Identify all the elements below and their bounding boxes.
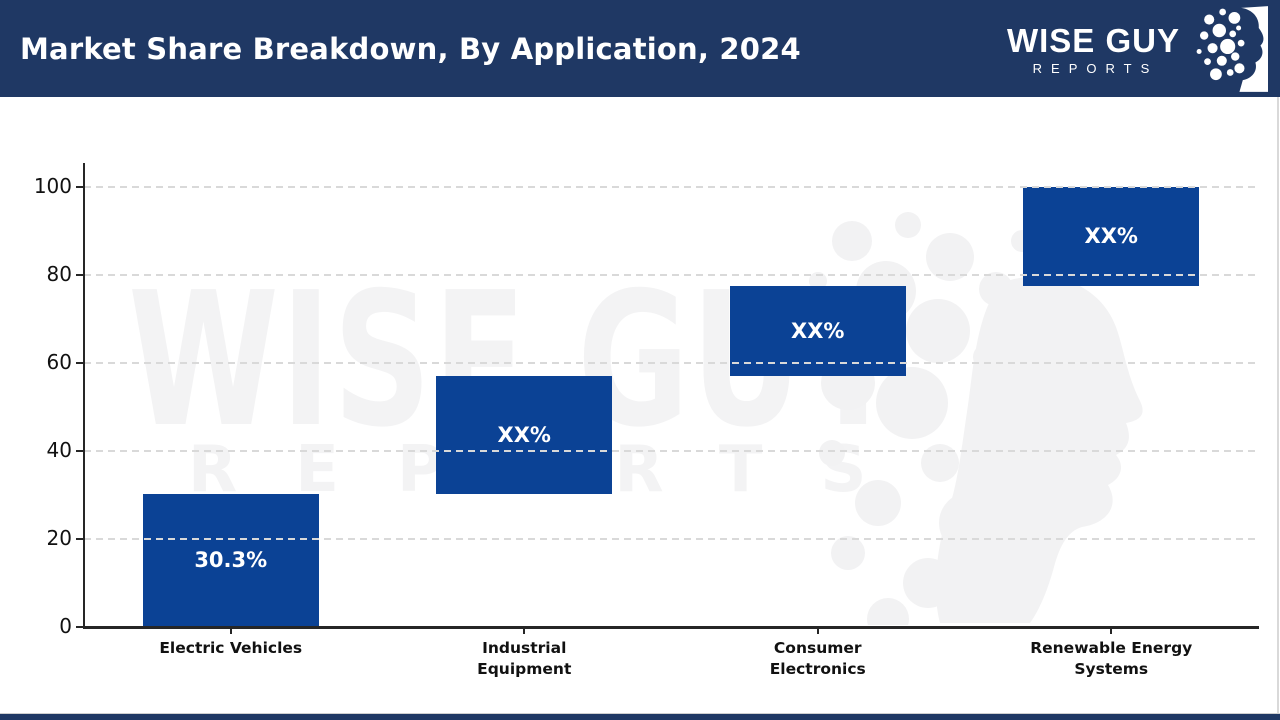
y-tick-mark-0 <box>76 626 84 628</box>
bar-value-label: XX% <box>497 422 551 447</box>
x-tick-mark-2 <box>523 627 526 634</box>
y-tick-label-20: 20 <box>46 525 72 550</box>
header-bar: Market Share Breakdown, By Application, … <box>0 0 1280 97</box>
y-axis-line <box>83 163 85 629</box>
category-label-4: Renewable Energy Systems <box>1030 639 1193 678</box>
bar-3: XX% <box>729 285 906 377</box>
gridline-80 <box>84 273 1258 276</box>
x-tick-mark-3 <box>816 627 819 634</box>
y-tick-label-60: 60 <box>46 349 72 374</box>
gridline-60 <box>84 361 1258 364</box>
footer-bar <box>0 714 1280 720</box>
bar-1: 30.3% <box>142 493 319 627</box>
y-tick-label-80: 80 <box>46 261 72 286</box>
gridline-40 <box>84 449 1258 452</box>
figure-right-border <box>1277 97 1279 714</box>
y-tick-mark-20 <box>76 537 84 540</box>
x-tick-mark-4 <box>1110 627 1113 634</box>
brand-name: WISE GUY <box>1006 21 1180 59</box>
y-tick-label-40: 40 <box>46 437 72 462</box>
y-tick-mark-60 <box>76 361 84 364</box>
x-axis-line <box>83 626 1259 629</box>
x-tick-mark-1 <box>229 627 232 634</box>
y-tick-mark-100 <box>76 185 84 188</box>
y-tick-label-0: 0 <box>59 614 72 638</box>
category-label-2: Industrial Equipment <box>477 639 572 678</box>
y-tick-label-100: 100 <box>33 173 72 198</box>
bar-value-label: 30.3% <box>194 548 268 573</box>
gridline-20 <box>84 537 1258 540</box>
y-tick-mark-40 <box>76 449 84 452</box>
chart-plot-area: WISE GUY REPORTS 02040608010030.3%Electr… <box>0 97 1280 714</box>
category-label-3: Consumer Electronics <box>769 639 866 678</box>
logo-face-icon <box>1196 5 1268 92</box>
gridline-100 <box>84 185 1258 188</box>
footer-hairline <box>0 713 1280 714</box>
bar-value-label: XX% <box>1084 224 1138 249</box>
brand-logo: WISE GUY REPORTS <box>1007 0 1268 97</box>
bar-value-label: XX% <box>791 318 845 343</box>
brand-logo-text: WISE GUY REPORTS <box>1007 22 1180 76</box>
brand-subname: REPORTS <box>1032 60 1159 76</box>
page-title: Market Share Breakdown, By Application, … <box>20 31 801 66</box>
bar-2: XX% <box>436 376 613 494</box>
category-label-1: Electric Vehicles <box>159 639 303 657</box>
bar-4: XX% <box>1023 186 1200 286</box>
y-tick-mark-80 <box>76 273 84 276</box>
